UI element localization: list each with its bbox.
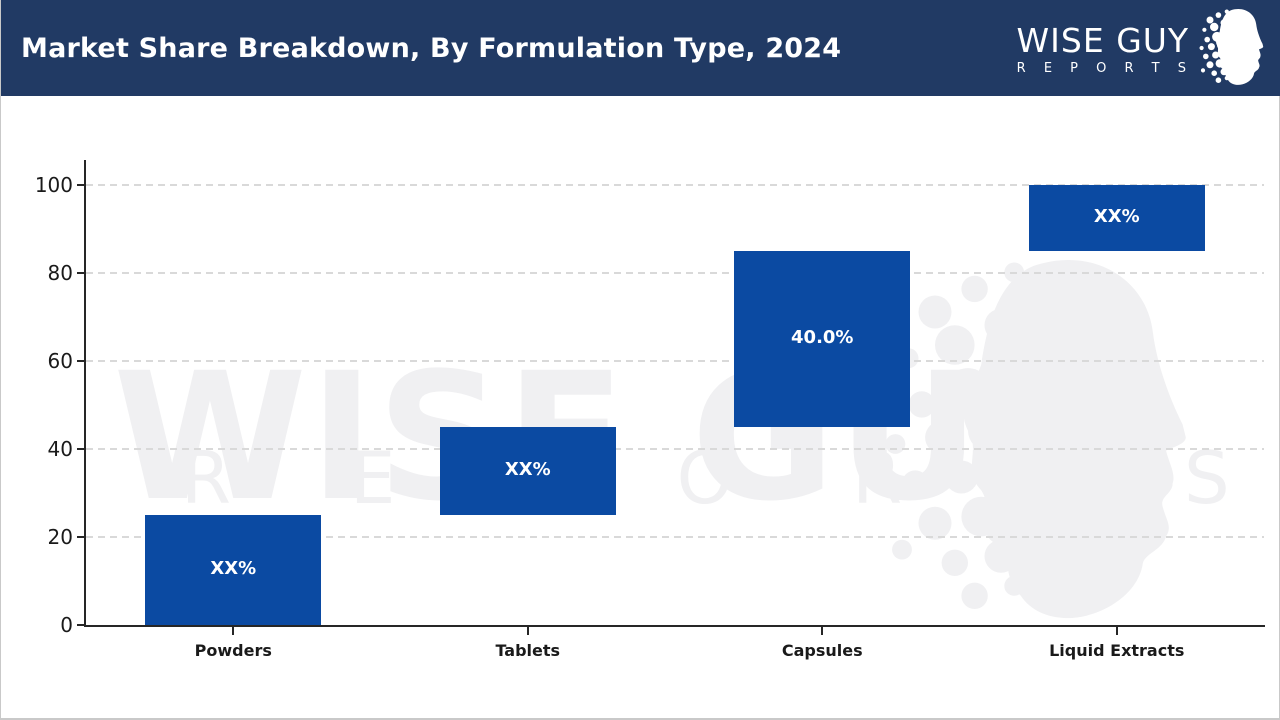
x-tick-powders: [232, 627, 235, 635]
y-tick-80: [77, 272, 85, 274]
x-tick-liquid-extracts: [1115, 627, 1118, 635]
y-tick-label-20: 20: [47, 525, 73, 549]
page-title: Market Share Breakdown, By Formulation T…: [21, 32, 842, 64]
plot-area: WISE GUY R E P O R T S 020406080100XX%Po…: [1, 96, 1280, 718]
x-tick-label-tablets: Tablets: [495, 641, 561, 660]
bar-label-powders: XX%: [210, 558, 257, 579]
watermark-head-icon: [869, 224, 1199, 664]
gridline-20: [86, 536, 1264, 538]
bar-label-tablets: XX%: [504, 459, 551, 480]
gridline-100: [86, 184, 1264, 186]
gridline-80: [86, 272, 1264, 274]
y-tick-20: [77, 536, 85, 538]
bar-capsules: [734, 251, 911, 427]
brand-head-icon: [1195, 6, 1267, 90]
x-axis-spine: [84, 625, 1265, 627]
bar-label-liquid-extracts: XX%: [1093, 206, 1140, 227]
y-tick-label-60: 60: [47, 349, 73, 373]
x-tick-label-powders: Powders: [194, 641, 272, 660]
y-axis-spine: [84, 160, 86, 627]
y-tick-label-0: 0: [60, 613, 73, 637]
x-tick-label-liquid-extracts: Liquid Extracts: [1049, 641, 1185, 660]
brand-name: WISE GUY: [1016, 21, 1190, 61]
y-tick-0: [77, 624, 85, 626]
y-tick-label-100: 100: [34, 173, 73, 197]
bar-label-capsules: 40.0%: [791, 327, 854, 348]
y-tick-100: [77, 184, 85, 186]
bar-tablets: [439, 427, 616, 515]
x-tick-tablets: [526, 627, 529, 635]
header: Market Share Breakdown, By Formulation T…: [1, 0, 1280, 96]
x-tick-label-capsules: Capsules: [781, 641, 863, 660]
y-tick-label-80: 80: [47, 261, 73, 285]
brand-logo: WISE GUY R E P O R T S: [1013, 0, 1267, 96]
y-tick-label-40: 40: [47, 437, 73, 461]
y-tick-60: [77, 360, 85, 362]
gridline-40: [86, 448, 1264, 450]
brand-subtitle: R E P O R T S: [1016, 60, 1193, 76]
bar-powders: [145, 515, 322, 625]
y-tick-40: [77, 448, 85, 450]
x-tick-capsules: [821, 627, 824, 635]
gridline-60: [86, 360, 1264, 362]
bar-liquid-extracts: [1028, 185, 1205, 251]
